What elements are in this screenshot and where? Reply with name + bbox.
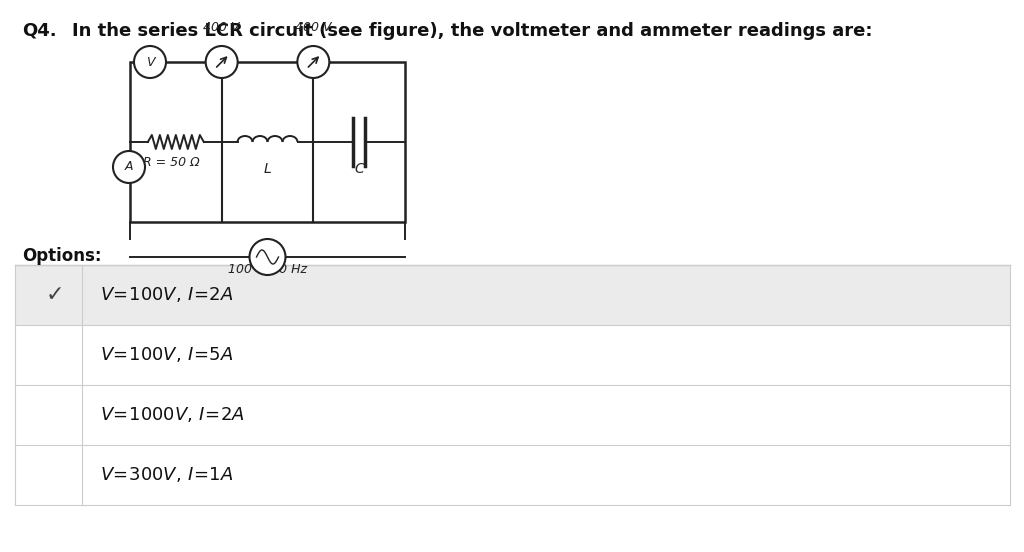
Text: L: L (263, 162, 271, 176)
Bar (15, 445, 1010, 505)
Text: R = 50 Ω: R = 50 Ω (142, 156, 199, 169)
Circle shape (134, 46, 166, 78)
Circle shape (297, 46, 330, 78)
Bar (130, 62, 406, 222)
Text: Q4.: Q4. (22, 22, 56, 40)
Text: $V\!=\!1000V,\,I\!=\!2A$: $V\!=\!1000V,\,I\!=\!2A$ (100, 406, 245, 424)
Text: $V\!=\!300V,\,I\!=\!1A$: $V\!=\!300V,\,I\!=\!1A$ (100, 465, 233, 485)
Text: $V\!=\!100V,\,I\!=\!5A$: $V\!=\!100V,\,I\!=\!5A$ (100, 346, 233, 364)
Text: V: V (145, 56, 155, 68)
Bar (15, 265, 1010, 325)
Text: In the series LCR circuit (see figure), the voltmeter and ammeter readings are:: In the series LCR circuit (see figure), … (72, 22, 872, 40)
Circle shape (113, 151, 145, 183)
Text: $V\!=\!100V,\,I\!=\!2A$: $V\!=\!100V,\,I\!=\!2A$ (100, 285, 233, 305)
Circle shape (206, 46, 238, 78)
Text: A: A (125, 161, 133, 173)
Text: C: C (354, 162, 365, 176)
Text: 100 V, 50 Hz: 100 V, 50 Hz (228, 263, 307, 276)
Bar (15, 385, 1010, 445)
Text: Options:: Options: (22, 247, 101, 265)
Text: 400 V: 400 V (204, 21, 240, 34)
Text: 400 V: 400 V (295, 21, 332, 34)
Bar (15, 325, 1010, 385)
Circle shape (250, 239, 286, 275)
Text: ✓: ✓ (46, 285, 65, 305)
